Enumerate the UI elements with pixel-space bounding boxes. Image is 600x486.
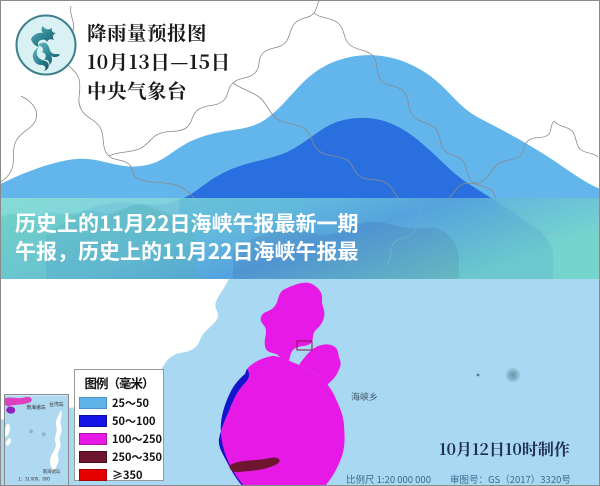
svg-text:南海诸岛: 南海诸岛: [43, 468, 60, 475]
svg-text:1：31 000，000: 1：31 000，000: [18, 477, 50, 483]
svg-text:台湾岛: 台湾岛: [49, 401, 64, 408]
svg-text:南海诸岛: 南海诸岛: [26, 404, 45, 411]
